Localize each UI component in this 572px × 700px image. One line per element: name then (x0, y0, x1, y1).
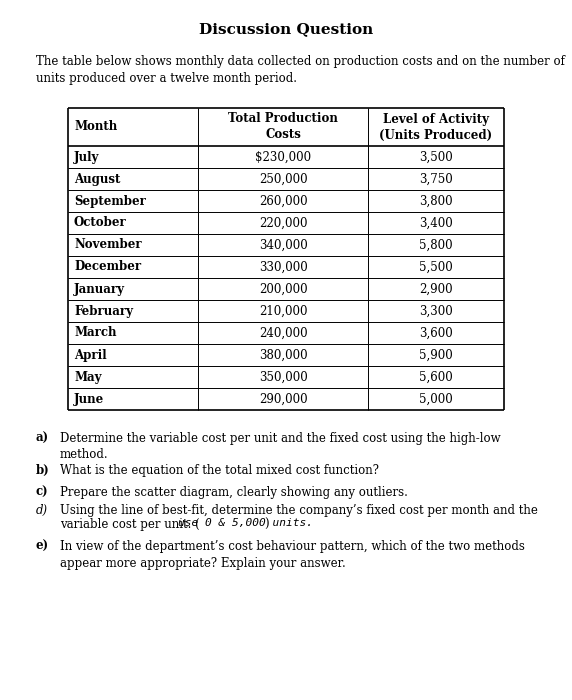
Text: February: February (74, 304, 133, 318)
Text: October: October (74, 216, 127, 230)
Text: 3,800: 3,800 (419, 195, 453, 207)
Text: Prepare the scatter diagram, clearly showing any outliers.: Prepare the scatter diagram, clearly sho… (60, 486, 408, 499)
Text: 290,000: 290,000 (259, 393, 307, 405)
Text: 210,000: 210,000 (259, 304, 307, 318)
Text: 380,000: 380,000 (259, 349, 307, 361)
Text: 3,600: 3,600 (419, 326, 453, 340)
Text: use 0 & 5,000 units.: use 0 & 5,000 units. (178, 518, 313, 528)
Text: May: May (74, 370, 101, 384)
Text: 330,000: 330,000 (259, 260, 307, 274)
Text: 5,500: 5,500 (419, 260, 453, 274)
Text: a): a) (36, 432, 49, 445)
Text: 2,900: 2,900 (419, 283, 453, 295)
Text: In view of the department’s cost behaviour pattern, which of the two methods
app: In view of the department’s cost behavio… (60, 540, 525, 570)
Text: 3,750: 3,750 (419, 172, 453, 186)
Text: 5,000: 5,000 (419, 393, 453, 405)
Text: The table below shows monthly data collected on production costs and on the numb: The table below shows monthly data colle… (36, 55, 565, 85)
Text: $230,000: $230,000 (255, 150, 311, 164)
Text: 3,400: 3,400 (419, 216, 453, 230)
Text: Discussion Question: Discussion Question (199, 22, 373, 36)
Text: 200,000: 200,000 (259, 283, 307, 295)
Text: Using the line of best-fit, determine the company’s fixed cost per month and the: Using the line of best-fit, determine th… (60, 504, 538, 517)
Text: 350,000: 350,000 (259, 370, 307, 384)
Text: b): b) (36, 464, 50, 477)
Text: 3,300: 3,300 (419, 304, 453, 318)
Text: Level of Activity
(Units Produced): Level of Activity (Units Produced) (379, 113, 492, 141)
Text: e): e) (36, 540, 49, 553)
Text: January: January (74, 283, 125, 295)
Text: August: August (74, 172, 120, 186)
Text: 260,000: 260,000 (259, 195, 307, 207)
Text: 340,000: 340,000 (259, 239, 307, 251)
Text: 250,000: 250,000 (259, 172, 307, 186)
Text: July: July (74, 150, 100, 164)
Text: Month: Month (74, 120, 117, 134)
Text: 240,000: 240,000 (259, 326, 307, 340)
Text: c): c) (36, 486, 49, 499)
Text: November: November (74, 239, 142, 251)
Text: 5,900: 5,900 (419, 349, 453, 361)
Text: What is the equation of the total mixed cost function?: What is the equation of the total mixed … (60, 464, 379, 477)
Text: 220,000: 220,000 (259, 216, 307, 230)
Text: 5,800: 5,800 (419, 239, 453, 251)
Text: d): d) (36, 504, 48, 517)
Text: Total Production
Costs: Total Production Costs (228, 113, 338, 141)
Text: June: June (74, 393, 104, 405)
Text: September: September (74, 195, 146, 207)
Text: December: December (74, 260, 141, 274)
Text: 3,500: 3,500 (419, 150, 453, 164)
Text: variable cost per unit. (: variable cost per unit. ( (60, 518, 200, 531)
Text: March: March (74, 326, 117, 340)
Text: April: April (74, 349, 106, 361)
Text: 5,600: 5,600 (419, 370, 453, 384)
Text: ): ) (264, 518, 269, 531)
Text: Determine the variable cost per unit and the fixed cost using the high-low
metho: Determine the variable cost per unit and… (60, 432, 500, 461)
